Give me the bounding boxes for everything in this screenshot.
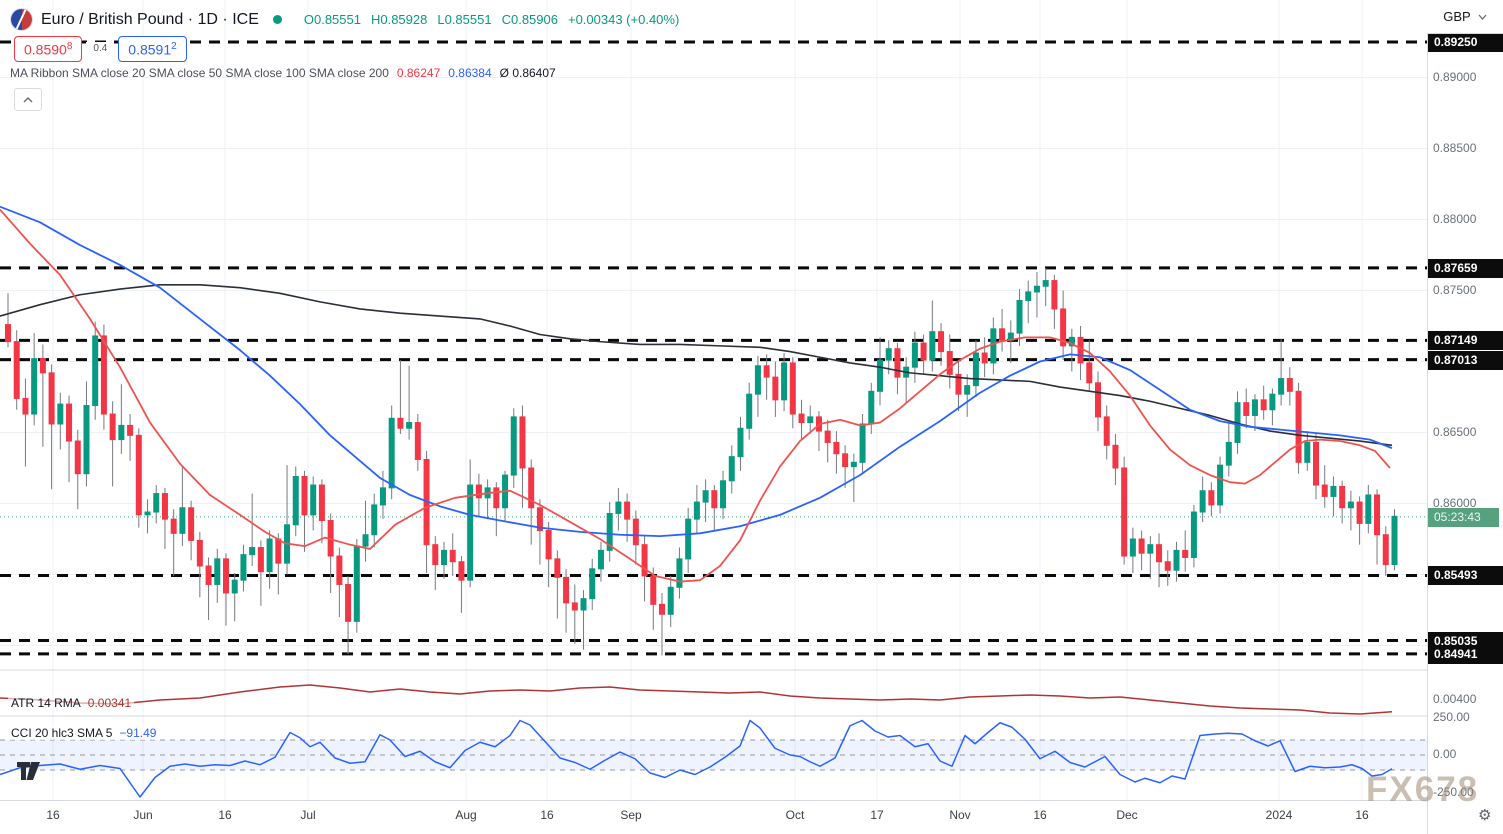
cci-value: −91.49 <box>119 726 157 740</box>
symbol-flag-icon[interactable] <box>10 8 33 31</box>
price-axis-label: 0.88000 <box>1433 211 1477 226</box>
market-status-icon <box>272 15 282 24</box>
time-axis[interactable] <box>0 800 1503 834</box>
low-value: L0.85551 <box>437 12 492 27</box>
level-price-badge: 0.84941 <box>1428 644 1503 664</box>
price-axis-label: 0.88500 <box>1433 140 1477 155</box>
time-axis-label: 16 <box>1033 808 1047 822</box>
ma-ribbon-label: MA Ribbon SMA close 20 SMA close 50 SMA … <box>10 66 389 80</box>
spread-value: 0.4 <box>86 42 115 56</box>
collapse-legend-button[interactable] <box>14 88 42 111</box>
time-axis-label: Jun <box>133 808 153 822</box>
level-price-badge: 0.89250 <box>1428 33 1503 52</box>
fx678-watermark: FX678 <box>1366 770 1480 809</box>
cci-axis-label: -250.00 <box>1433 784 1474 799</box>
buy-button[interactable]: 0.85912 <box>118 36 187 62</box>
price-axis-label: 0.86500 <box>1433 424 1477 439</box>
atr-value: 0.00341 <box>87 696 132 710</box>
level-price-badge: 0.87149 <box>1428 331 1503 351</box>
high-value: H0.85928 <box>370 12 428 27</box>
ohlc-values: O0.85551 H0.85928 L0.85551 C0.85906 +0.0… <box>304 12 679 27</box>
time-axis-label: Oct <box>785 808 805 822</box>
time-axis-label: Aug <box>455 808 477 822</box>
sell-button[interactable]: 0.85908 <box>14 36 83 62</box>
change-value: +0.00343 (+0.40%) <box>567 12 680 27</box>
time-axis-label: Sep <box>620 808 642 822</box>
ma20-value: 0.86247 <box>396 66 441 80</box>
tradingview-logo-icon[interactable] <box>16 760 42 787</box>
ma-ribbon-legend[interactable]: MA Ribbon SMA close 20 SMA close 50 SMA … <box>10 66 556 80</box>
time-axis-label: Nov <box>949 808 971 822</box>
ma-average-value: Ø 0.86407 <box>499 66 556 80</box>
cci-axis-label: 0.00 <box>1433 747 1457 761</box>
cci-label: CCI 20 hlc3 SMA 5 <box>11 726 113 740</box>
open-value: O0.85551 <box>303 12 361 27</box>
price-axis-label: 0.86000 <box>1433 495 1477 510</box>
level-price-badge: 0.85493 <box>1428 566 1503 586</box>
currency-dropdown[interactable]: GBP <box>1427 0 1503 34</box>
atr-label: ATR 14 RMA <box>11 696 81 710</box>
atr-legend[interactable]: ATR 14 RMA 0.00341 <box>8 696 135 710</box>
price-axis[interactable] <box>1427 0 1503 834</box>
bid-ask-widget: 0.85908 0.4 0.85912 <box>14 36 187 62</box>
atr-axis-label: 0.00400 <box>1433 692 1477 706</box>
settings-gear-icon[interactable]: ⚙ <box>1478 807 1492 824</box>
time-axis-label: Jul <box>300 808 316 822</box>
symbol-title[interactable]: Euro / British Pound · 1D · ICE <box>41 10 259 28</box>
time-axis-label: 16 <box>46 808 60 822</box>
time-axis-label: Dec <box>1116 808 1138 822</box>
time-axis-label: 16 <box>218 808 232 822</box>
cci-legend[interactable]: CCI 20 hlc3 SMA 5 −91.49 <box>8 726 160 740</box>
level-price-badge: 0.87659 <box>1428 258 1503 278</box>
chevron-down-icon <box>1478 14 1487 20</box>
time-axis-label: 2024 <box>1265 808 1293 822</box>
level-price-badge: 0.87013 <box>1428 350 1503 370</box>
currency-label: GBP <box>1443 9 1471 24</box>
symbol-header: Euro / British Pound · 1D · ICE O0.85551… <box>10 8 679 31</box>
close-value: C0.85906 <box>501 12 558 27</box>
candle-countdown-badge: 05:23:43 <box>1428 507 1499 527</box>
ma50-value: 0.86384 <box>448 66 492 80</box>
cci-axis-label: 250.00 <box>1433 709 1470 724</box>
chevron-up-icon <box>23 96 33 102</box>
time-axis-label: 17 <box>870 808 884 822</box>
price-axis-label: 0.89000 <box>1433 69 1477 84</box>
time-axis-label: 16 <box>1355 808 1369 822</box>
price-axis-label: 0.87500 <box>1433 282 1477 297</box>
time-axis-label: 16 <box>540 808 554 822</box>
